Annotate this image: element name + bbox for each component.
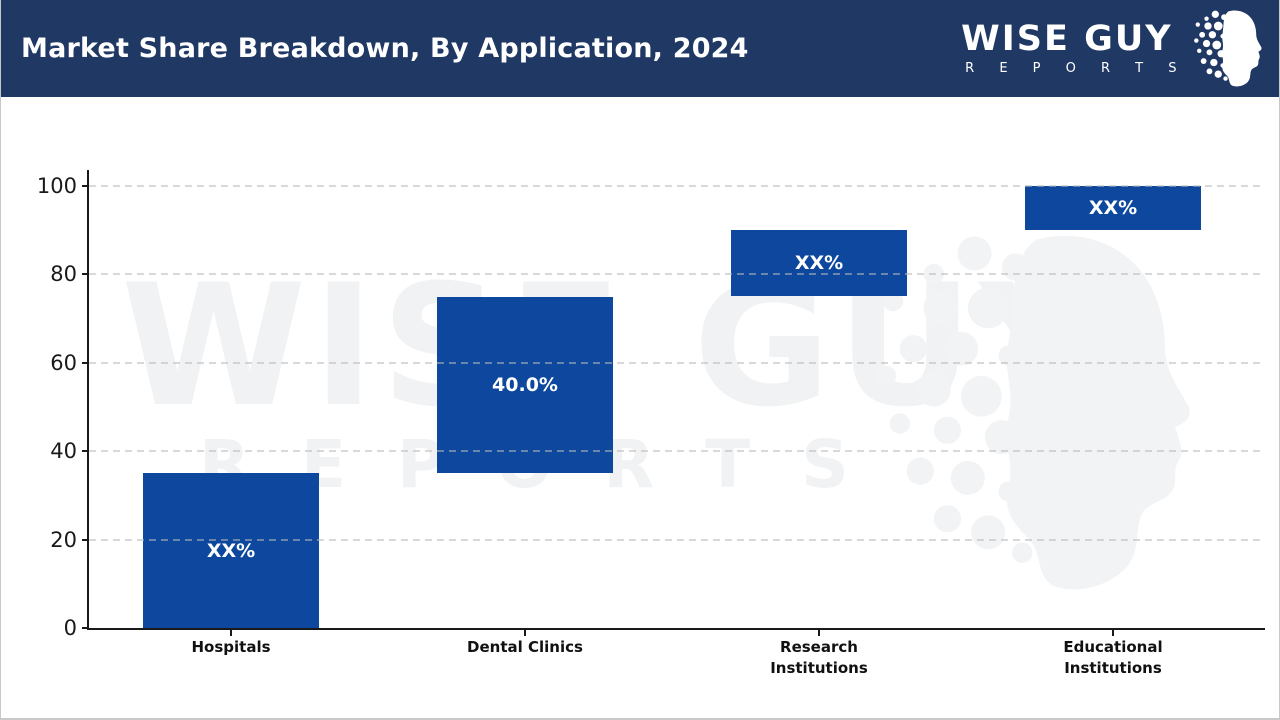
x-tick-label: Hospitals — [191, 638, 271, 656]
bar-value-label: XX% — [206, 539, 256, 562]
y-tick — [82, 538, 89, 541]
x-axis — [87, 628, 1265, 630]
bar-hospitals: XX% — [143, 473, 319, 628]
y-tick-label: 100 — [36, 174, 77, 198]
y-tick — [82, 450, 89, 453]
y-tick-label: 0 — [63, 616, 77, 640]
bar-research-institutions: XX% — [731, 230, 907, 297]
y-axis — [87, 170, 89, 630]
x-tick-label: Educational Institutions — [1063, 638, 1163, 677]
y-tick — [82, 361, 89, 364]
x-tick — [230, 630, 232, 636]
bar-value-label: XX% — [794, 252, 844, 275]
wiseguy-logo: WISE GUY R E P O R T S — [961, 7, 1265, 91]
y-tick — [82, 273, 89, 276]
y-tick-label: 20 — [50, 527, 77, 552]
gridline-20 — [89, 538, 1265, 541]
header: Market Share Breakdown, By Application, … — [1, 0, 1279, 97]
x-tick-label: Research Institutions — [770, 638, 868, 677]
gridline-80 — [89, 273, 1265, 276]
bar-value-label: 40.0% — [492, 373, 558, 396]
x-tick — [524, 630, 526, 636]
y-tick-label: 60 — [50, 350, 77, 375]
logo-wordmark: WISE GUY — [961, 18, 1173, 59]
bar-value-label: XX% — [1088, 197, 1138, 220]
gridline-40 — [89, 450, 1265, 453]
chart-area: WISE GUY R E P O R T S XX%Hospitals40.0%… — [1, 97, 1279, 718]
gridline-60 — [89, 361, 1265, 364]
y-tick-label: 40 — [50, 439, 77, 464]
gridline-100 — [89, 185, 1265, 187]
x-tick-label: Dental Clinics — [467, 638, 583, 656]
x-tick — [1112, 630, 1114, 636]
y-tick — [82, 627, 89, 629]
page-title: Market Share Breakdown, By Application, … — [21, 33, 749, 64]
logo-subtext: R E P O R T S — [965, 60, 1187, 76]
bar-dental-clinics: 40.0% — [437, 296, 613, 474]
x-tick — [818, 630, 820, 636]
bar-educational-institutions: XX% — [1025, 186, 1201, 231]
waterfall-chart: XX% Hospitals 40.0% Dental Clinics XX% Resear… — [1, 97, 1279, 718]
y-tick — [82, 185, 89, 187]
logo-face-icon — [1194, 9, 1262, 86]
y-tick-label: 80 — [50, 262, 77, 287]
